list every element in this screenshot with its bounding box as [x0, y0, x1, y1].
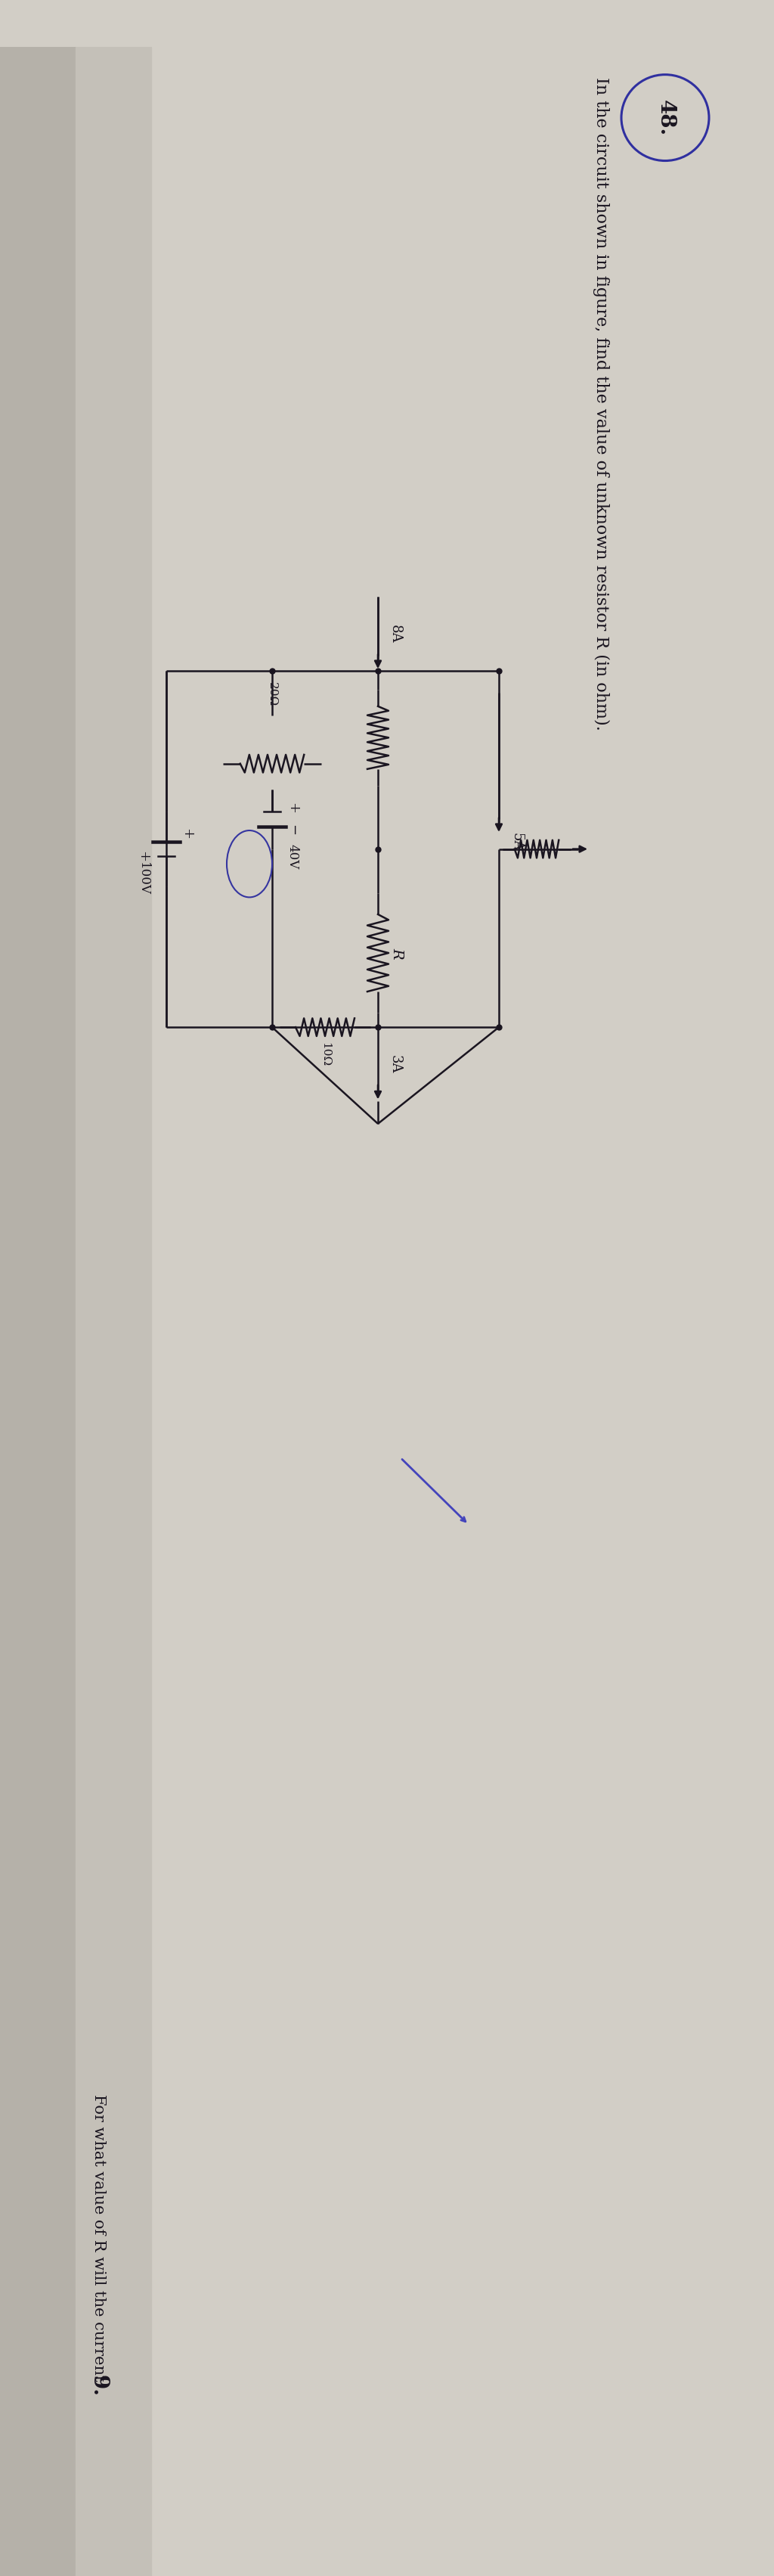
Bar: [76, 46, 151, 2576]
Text: 48.: 48.: [655, 100, 676, 137]
Text: For what value of R will the current: For what value of R will the current: [91, 2094, 105, 2380]
Text: R: R: [390, 948, 403, 958]
Text: 100V: 100V: [137, 863, 149, 896]
Bar: [0, 46, 76, 2576]
Text: 10Ω: 10Ω: [320, 1043, 330, 1066]
Text: −: −: [286, 824, 300, 837]
Text: +: +: [180, 829, 194, 840]
Text: 5A: 5A: [509, 832, 523, 850]
Text: 20Ω: 20Ω: [267, 683, 277, 706]
Text: 40V: 40V: [286, 845, 299, 868]
Text: +: +: [136, 850, 149, 863]
Text: +: +: [286, 804, 300, 814]
Text: 9.: 9.: [88, 2375, 108, 2396]
Text: 3A: 3A: [389, 1056, 402, 1074]
Text: 8A: 8A: [389, 623, 402, 644]
Text: In the circuit shown in figure, find the value of unknown resistor R (in ohm).: In the circuit shown in figure, find the…: [593, 77, 609, 729]
